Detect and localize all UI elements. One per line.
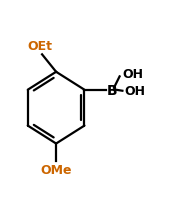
Text: OH: OH [124,85,145,98]
Text: OEt: OEt [28,40,53,53]
Text: OH: OH [122,68,143,80]
Text: OMe: OMe [40,164,72,176]
Text: B: B [107,83,117,97]
